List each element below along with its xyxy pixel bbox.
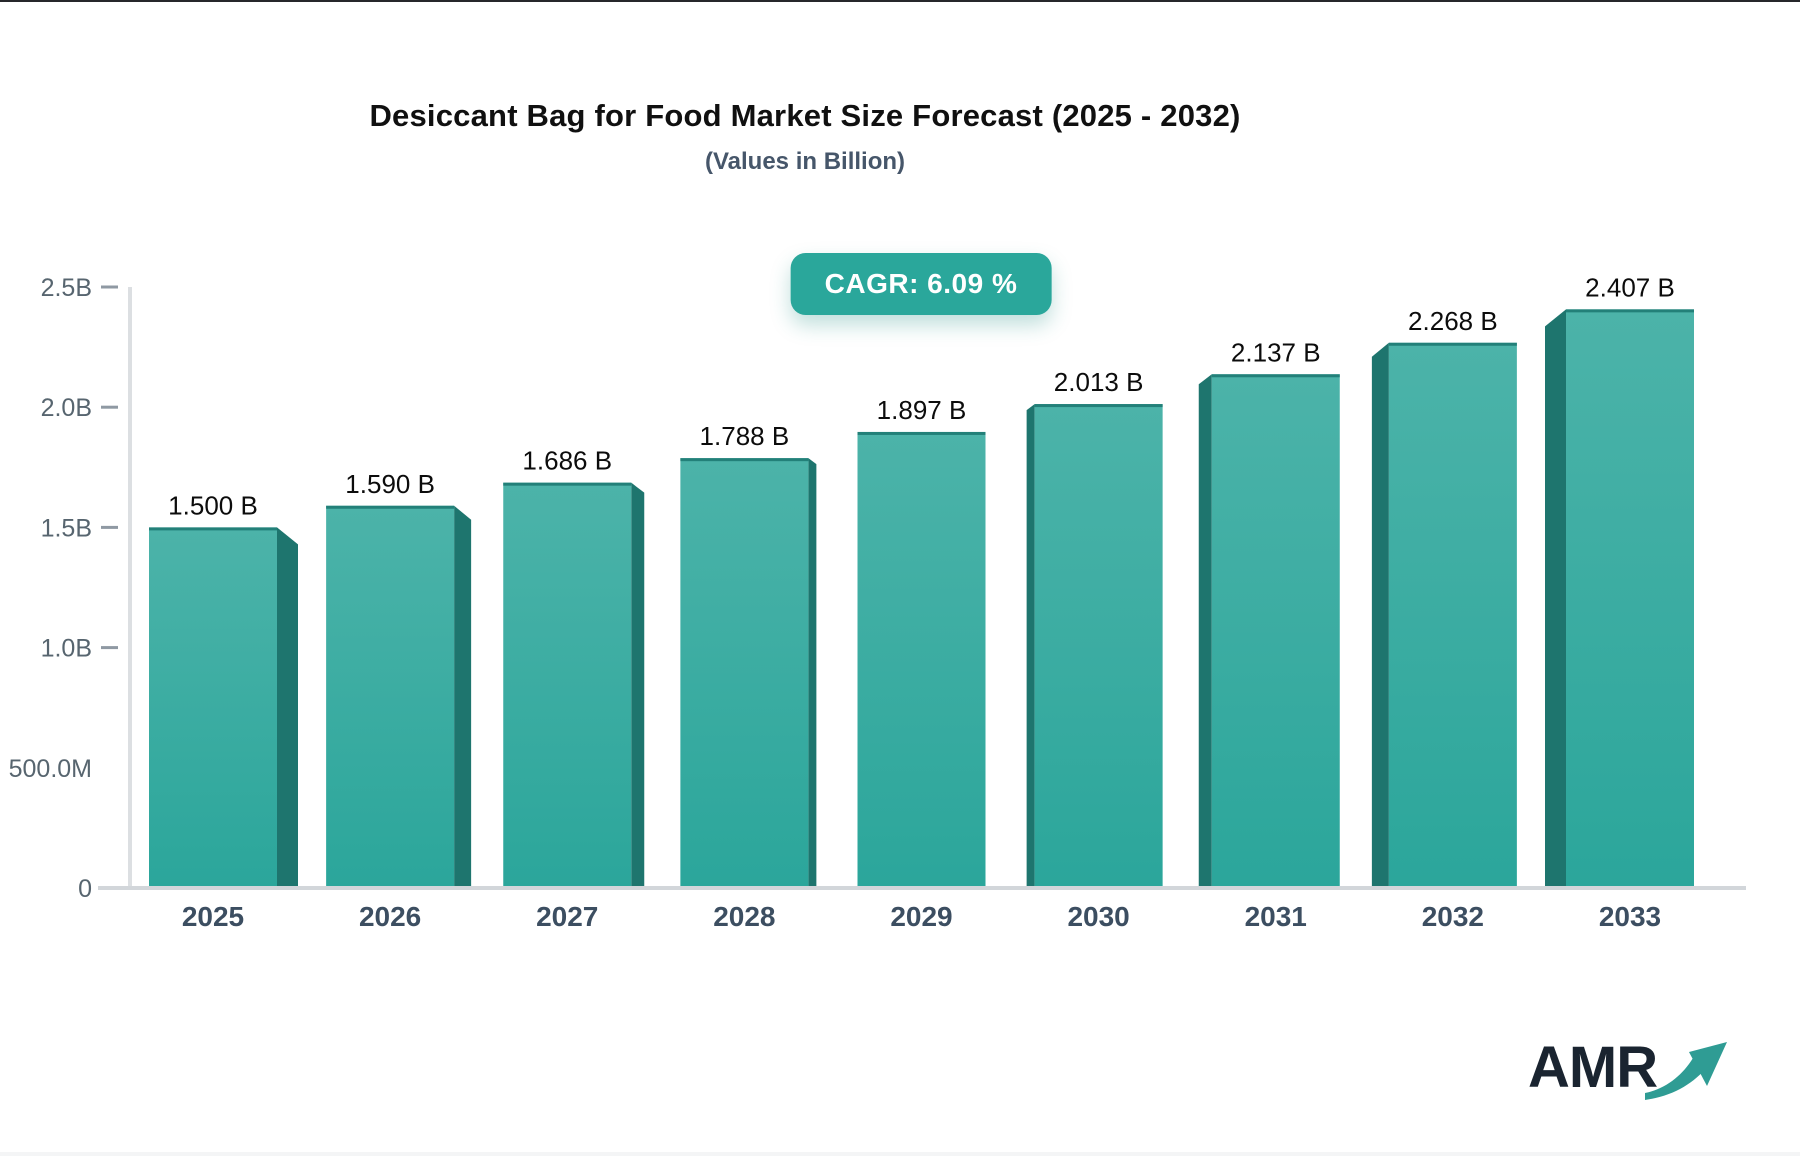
bar-2029[interactable]: 1.897 B [857,395,986,887]
bar-top-edge [1211,374,1340,378]
bar-side-face [1026,404,1035,887]
y-tick-dash [101,646,118,650]
bar-top-edge [1388,342,1517,346]
bar-side-face [277,527,298,887]
bar-side-face [1198,374,1212,887]
bar-front-face [1566,309,1694,888]
bar-2032[interactable]: 2.268 B [1371,306,1517,887]
bar-side-face [1545,309,1566,888]
bar-side-face [808,458,817,887]
bar-2031[interactable]: 2.137 B [1198,337,1340,887]
bar-side-face [1371,342,1389,887]
x-tick-label: 2027 [536,901,598,932]
bar-top-edge [326,505,455,509]
bar-front-face [857,431,986,887]
x-tick-label: 2031 [1245,901,1307,932]
y-axis-line [128,287,132,888]
y-tick-label: 1.5B [41,514,92,542]
bar-front-face [149,527,277,887]
bar-side-face [454,505,472,887]
bar-value-label: 2.137 B [1231,337,1321,367]
x-tick-label: 2025 [182,901,244,932]
bar-front-face [1034,404,1163,887]
x-tick-label: 2033 [1599,901,1661,932]
bar-front-face [503,482,632,887]
bar-value-label: 1.686 B [522,446,612,476]
y-tick-dash [101,405,118,409]
bar-value-label: 1.590 B [345,469,435,499]
bar-value-label: 2.268 B [1408,306,1498,336]
bar-2026[interactable]: 1.590 B [326,469,472,887]
x-axis-baseline [98,886,1746,890]
bar-value-label: 1.897 B [877,395,967,425]
bar-top-edge [680,458,809,462]
bar-value-label: 2.013 B [1054,367,1144,397]
bar-front-face [1388,342,1517,887]
bar-2028[interactable]: 1.788 B [680,421,817,887]
bar-front-face [680,458,809,887]
y-tick-label: 0 [78,875,92,903]
chart-title: Desiccant Bag for Food Market Size Forec… [369,98,1241,133]
bar-value-label: 1.788 B [700,421,790,451]
x-tick-label: 2032 [1422,901,1484,932]
amr-logo: AMR [1528,1038,1729,1104]
bar-top-edge [1034,404,1163,408]
amr-logo-text: AMR [1528,1035,1658,1100]
screenshot-bottom-border [0,1152,1800,1156]
x-tick-label: 2029 [890,901,952,932]
x-tick-label: 2028 [713,901,775,932]
bar-front-face [1211,374,1340,887]
bar-2030[interactable]: 2.013 B [1026,367,1163,887]
chart-subtitle: (Values in Billion) [704,148,906,175]
y-tick-label: 2.0B [41,394,92,422]
x-tick-label: 2026 [359,901,421,932]
y-tick-label: 500.0M [9,755,92,783]
bar-top-edge [857,431,986,435]
bar-2033[interactable]: 2.407 B [1545,272,1694,888]
growth-arrow-icon [1645,1042,1728,1100]
bar-front-face [326,505,455,887]
bar-2025[interactable]: 1.500 B [149,490,298,887]
bar-top-edge [149,527,277,531]
x-tick-label: 2030 [1067,901,1129,932]
bar-top-edge [503,482,632,486]
y-tick-dash [101,525,118,529]
screenshot-top-border [0,0,1800,2]
bar-top-edge [1566,309,1694,313]
y-tick-label: 1.0B [41,635,92,663]
y-tick-dash [101,285,118,289]
bar-side-face [631,482,645,887]
y-tick-label: 2.5B [41,274,92,302]
bar-value-label: 1.500 B [168,490,258,520]
bar-2027[interactable]: 1.686 B [503,446,645,887]
bar-value-label: 2.407 B [1585,272,1675,302]
cagr-badge: CAGR: 6.09 % [790,253,1052,315]
